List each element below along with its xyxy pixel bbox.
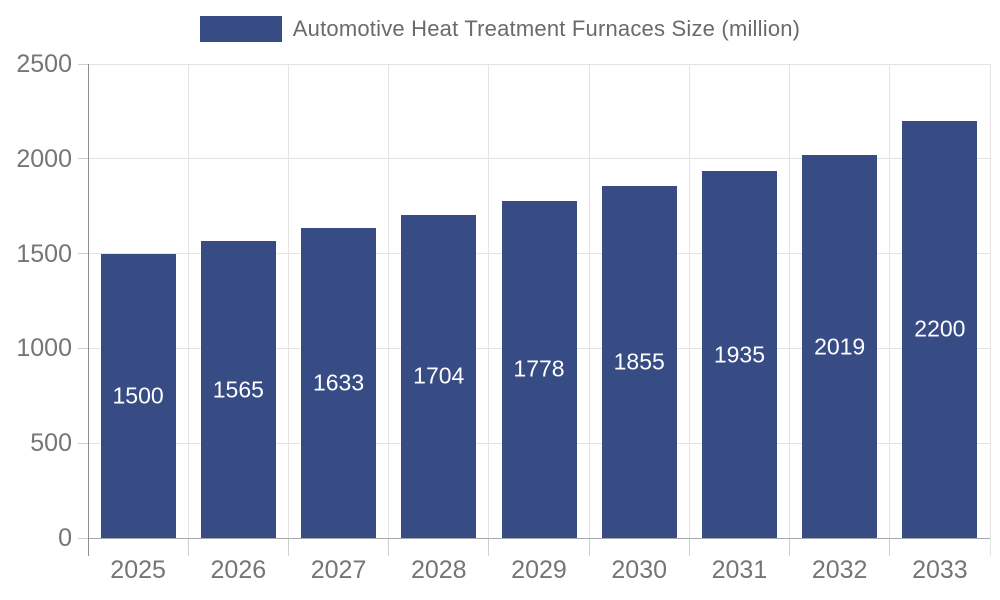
bar-value-label: 2019 xyxy=(814,333,866,360)
v-gridline xyxy=(488,64,490,538)
plot-right-border xyxy=(989,64,991,556)
x-axis-label: 2028 xyxy=(410,556,467,584)
x-axis-label: 2029 xyxy=(511,556,567,584)
x-axis-label: 2032 xyxy=(811,556,868,584)
y-axis-tick xyxy=(78,63,88,65)
bar-2033: 2200 xyxy=(902,120,978,538)
x-axis-label: 2031 xyxy=(711,556,768,584)
h-gridline xyxy=(88,63,990,65)
bar-value-label: 1565 xyxy=(212,376,264,403)
bar-value-label: 1855 xyxy=(613,348,665,375)
x-axis-tick xyxy=(889,538,891,556)
v-gridline xyxy=(789,64,791,538)
y-axis-tick xyxy=(78,442,88,444)
x-axis-label: 2030 xyxy=(611,556,668,584)
x-axis-tick xyxy=(789,538,791,556)
bar-2032: 2019 xyxy=(802,155,878,538)
x-axis-label: 2025 xyxy=(110,556,166,584)
x-axis-tick xyxy=(688,538,690,556)
x-axis-label: 2027 xyxy=(310,556,367,584)
bar-2025: 1500 xyxy=(100,253,176,538)
v-gridline xyxy=(588,64,590,538)
legend-label: Automotive Heat Treatment Furnaces Size … xyxy=(292,16,801,41)
bar-2026: 1565 xyxy=(200,241,276,538)
v-gridline xyxy=(187,64,189,538)
y-axis-tick xyxy=(78,537,88,539)
x-axis-tick xyxy=(588,538,590,556)
y-axis-tick xyxy=(78,253,88,255)
x-axis-label: 2026 xyxy=(210,556,267,584)
bar-2029: 1778 xyxy=(501,200,577,538)
x-axis-label: 2033 xyxy=(912,556,968,584)
x-axis-tick xyxy=(287,538,289,556)
bar-value-label: 2200 xyxy=(914,315,966,342)
bar-value-label: 1704 xyxy=(413,362,465,389)
bar-2031: 1935 xyxy=(701,171,777,538)
y-axis-label: 0 xyxy=(58,524,72,552)
bar-value-label: 1778 xyxy=(513,355,565,382)
x-axis-tick xyxy=(187,538,189,556)
legend[interactable]: Automotive Heat Treatment Furnaces Size … xyxy=(0,16,1000,42)
v-gridline xyxy=(688,64,690,538)
x-axis-tick xyxy=(388,538,390,556)
y-axis-label: 500 xyxy=(30,429,72,458)
v-gridline xyxy=(287,64,289,538)
y-axis-label: 2000 xyxy=(16,144,72,173)
y-axis-tick xyxy=(78,158,88,160)
y-axis-label: 1000 xyxy=(16,334,72,363)
x-axis-line xyxy=(88,537,990,539)
y-axis-tick xyxy=(78,347,88,349)
y-axis-label: 2500 xyxy=(16,50,72,78)
bar-2028: 1704 xyxy=(401,214,477,538)
x-axis-tick xyxy=(488,538,490,556)
bar-value-label: 1500 xyxy=(112,382,164,409)
y-axis-label: 1500 xyxy=(16,239,72,268)
legend-swatch[interactable] xyxy=(199,16,282,42)
bar-value-label: 1633 xyxy=(312,369,365,396)
y-axis-line xyxy=(87,64,89,556)
bar-2027: 1633 xyxy=(301,228,377,538)
bar-2030: 1855 xyxy=(601,186,677,538)
h-gridline xyxy=(88,158,990,160)
v-gridline xyxy=(388,64,390,538)
bar-value-label: 1935 xyxy=(713,341,766,368)
v-gridline xyxy=(889,64,891,538)
